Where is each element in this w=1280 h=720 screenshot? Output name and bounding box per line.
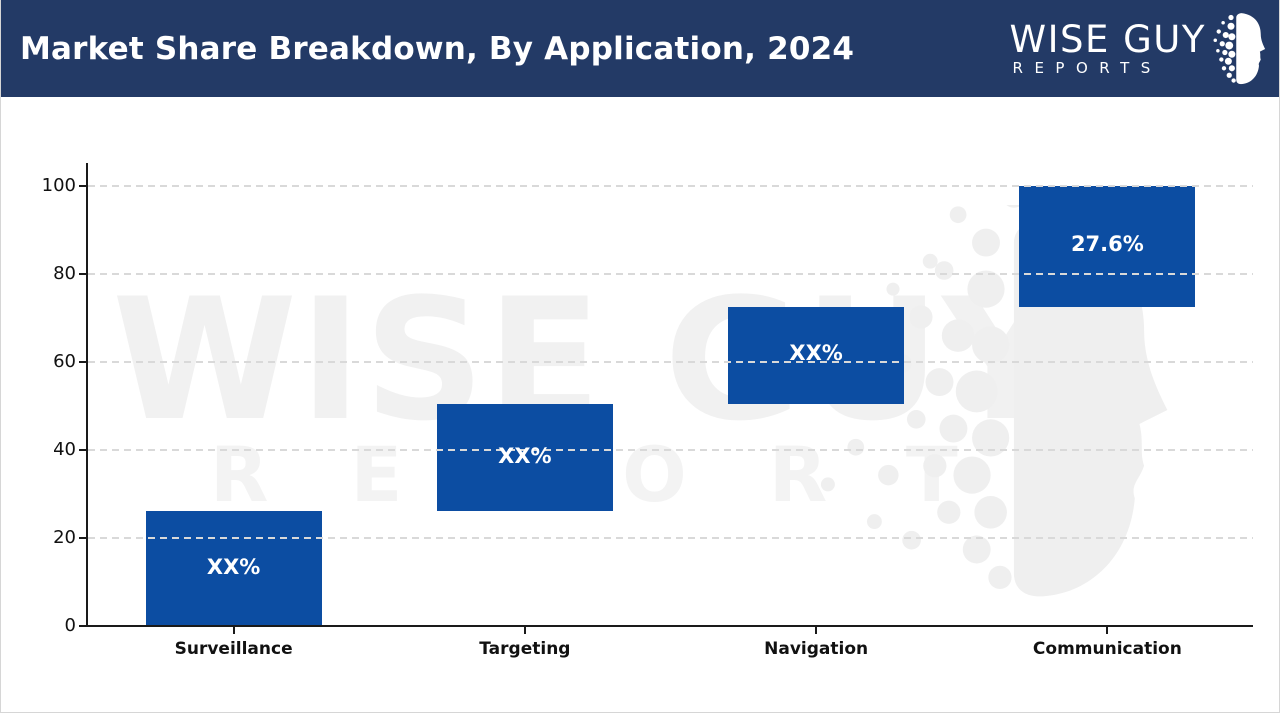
x-axis-tick xyxy=(523,627,526,634)
wise-guy-head-icon xyxy=(1213,12,1266,84)
logo-text: WISE GUY REPORTS xyxy=(1010,21,1206,76)
y-gridline xyxy=(88,536,1253,539)
x-category-label: Targeting xyxy=(479,639,571,659)
x-category-label: Navigation xyxy=(764,639,869,659)
y-axis-tick xyxy=(79,272,87,275)
waterfall-bar xyxy=(145,511,322,626)
y-gridline xyxy=(88,184,1253,187)
logo-wordmark: WISE GUY xyxy=(1009,18,1206,61)
x-category-label: Surveillance xyxy=(174,639,293,659)
y-axis-tick xyxy=(79,360,87,363)
header-banner: Market Share Breakdown, By Application, … xyxy=(0,0,1280,97)
y-axis-tick xyxy=(79,625,87,627)
waterfall-bar xyxy=(728,307,905,404)
bar-value-label: XX% xyxy=(206,554,261,579)
y-axis-line xyxy=(86,163,88,627)
wise-guy-logo: WISE GUY REPORTS xyxy=(1010,10,1266,88)
x-axis-line xyxy=(86,625,1253,627)
chart-title: Market Share Breakdown, By Application, … xyxy=(20,30,855,67)
y-gridline xyxy=(88,272,1253,275)
x-category-label: Communication xyxy=(1032,639,1182,659)
y-axis-tick xyxy=(79,536,87,539)
y-tick-label: 100 xyxy=(41,174,76,196)
bar-value-label: XX% xyxy=(498,443,552,468)
y-gridline xyxy=(88,448,1253,451)
y-axis-tick xyxy=(79,184,87,187)
waterfall-bar xyxy=(1019,185,1196,308)
x-axis-tick xyxy=(815,627,818,634)
logo-subtitle: REPORTS xyxy=(1012,59,1162,77)
x-axis-tick xyxy=(232,627,235,634)
y-tick-label: 80 xyxy=(53,262,76,284)
y-tick-label: 40 xyxy=(53,438,76,460)
bar-value-label: XX% xyxy=(789,341,843,366)
y-axis-tick xyxy=(79,448,87,451)
waterfall-bar xyxy=(436,403,613,512)
x-axis-tick xyxy=(1106,627,1109,634)
bar-value-label: 27.6% xyxy=(1070,232,1144,257)
y-tick-label: 0 xyxy=(64,615,76,636)
y-gridline xyxy=(88,360,1253,363)
y-tick-label: 60 xyxy=(53,350,76,372)
y-tick-label: 20 xyxy=(53,526,76,548)
